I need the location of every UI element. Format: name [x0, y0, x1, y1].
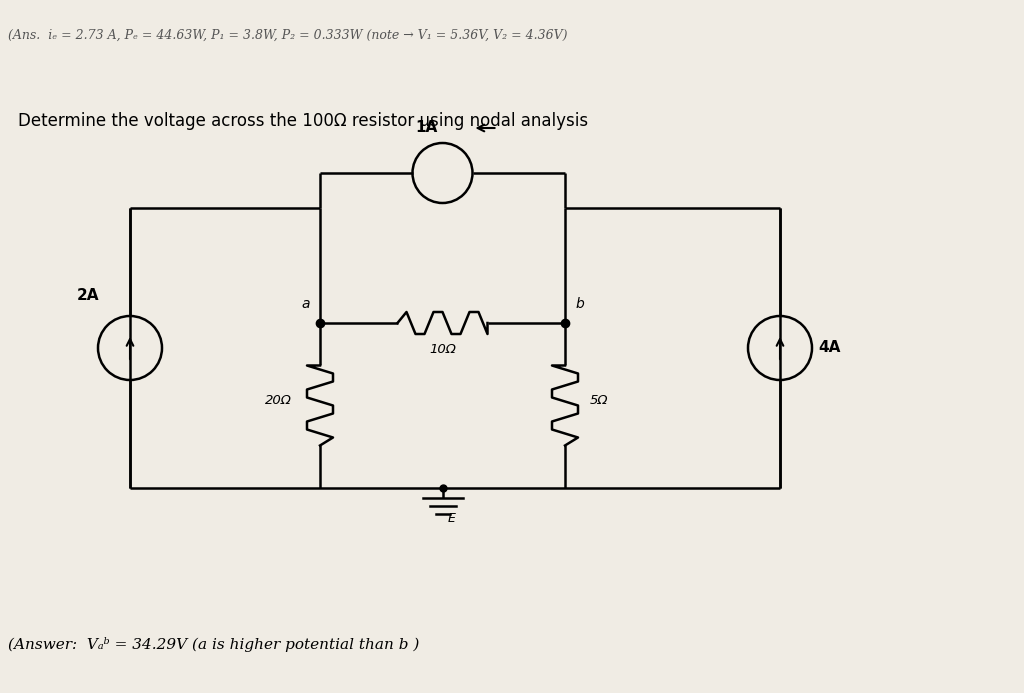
Text: E: E [447, 511, 456, 525]
Text: 2A: 2A [77, 288, 99, 304]
Text: (Ans.  iₑ = 2.73 A, Pₑ = 44.63W, P₁ = 3.8W, P₂ = 0.333W (note → V₁ = 5.36V, V₂ =: (Ans. iₑ = 2.73 A, Pₑ = 44.63W, P₁ = 3.8… [8, 28, 567, 42]
Text: 10Ω: 10Ω [429, 343, 456, 356]
Text: (Answer:  Vₐᵇ = 34.29V (a is higher potential than b ): (Answer: Vₐᵇ = 34.29V (a is higher poten… [8, 638, 420, 653]
Text: 20Ω: 20Ω [265, 394, 292, 407]
Text: a: a [301, 297, 310, 311]
Text: Determine the voltage across the 100Ω resistor using nodal analysis: Determine the voltage across the 100Ω re… [18, 112, 588, 130]
Text: 1A: 1A [416, 121, 437, 136]
Text: b: b [575, 297, 584, 311]
Text: 5Ω: 5Ω [590, 394, 608, 407]
Text: 4A: 4A [818, 340, 841, 356]
